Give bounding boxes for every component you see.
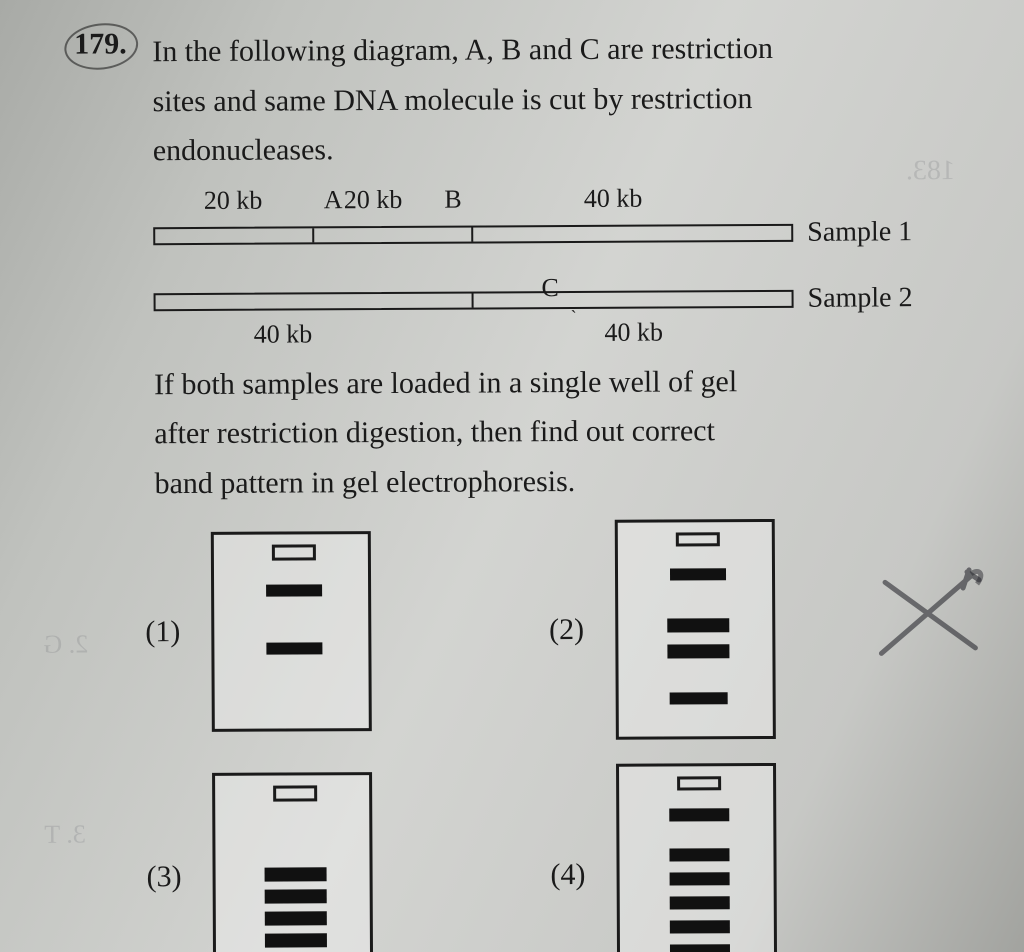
gel-band	[670, 944, 730, 952]
question-number: 179.	[74, 27, 152, 61]
sample2-bottom-labels: 40 kb 40 kb	[154, 315, 970, 353]
segment	[314, 227, 473, 242]
gel-well	[273, 785, 317, 801]
gel-well	[272, 544, 316, 560]
site-label-b: B	[433, 184, 473, 218]
option-4-label: (4)	[550, 858, 616, 892]
option-2-gel	[615, 519, 776, 740]
sample1-bar-row: Sample 1	[153, 215, 969, 251]
sample1-bar	[153, 223, 793, 244]
site-label-c: C	[541, 273, 559, 303]
gel-band	[265, 867, 327, 881]
gel-band	[667, 644, 729, 658]
gel-band	[670, 896, 730, 909]
option-1-label: (1)	[145, 615, 211, 649]
option-row-3-4: (3) (4)	[78, 762, 973, 952]
gel-band	[266, 642, 322, 654]
seg-label: 40 kb	[154, 318, 474, 354]
question-line-6: band pattern in gel electrophoresis.	[154, 464, 575, 499]
gel-band	[669, 872, 729, 885]
segment	[474, 291, 792, 307]
options: (1) (2) (3) (4)	[77, 518, 973, 952]
gel-band	[265, 889, 327, 903]
question-line-2: sites and same DNA molecule is cut by re…	[152, 82, 752, 118]
question-continuation: If both samples are loaded in a single w…	[154, 355, 971, 508]
gel-band	[669, 848, 729, 861]
sample2-bar	[154, 289, 794, 310]
gel-band	[670, 568, 726, 580]
gel-band	[667, 618, 729, 632]
question-line-1: In the following diagram, A, B and C are…	[152, 32, 773, 68]
option-3: (3)	[146, 771, 551, 952]
sample2-bar-row: Sample 2	[153, 281, 969, 317]
gel-band	[265, 911, 327, 925]
gel-band	[669, 808, 729, 821]
option-4: (4)	[550, 762, 973, 952]
seg-label: 20 kb	[313, 184, 433, 219]
segment	[473, 225, 791, 241]
gel-well	[676, 532, 720, 546]
option-3-gel	[212, 772, 373, 952]
dna-diagram: 20 kb A 20 kb B 40 kb Sample 1 C ˏ	[153, 181, 970, 353]
option-1-gel	[211, 531, 372, 732]
option-2-label: (2)	[549, 613, 615, 647]
option-3-label: (3)	[147, 860, 213, 894]
seg-label: 20 kb	[153, 185, 313, 220]
option-row-1-2: (1) (2)	[77, 518, 972, 743]
question-body: In the following diagram, A, B and C are…	[152, 23, 969, 176]
sample1-label: Sample 1	[807, 216, 912, 249]
sample2-label: Sample 2	[807, 282, 912, 315]
seg-label: 40 kb	[473, 183, 753, 218]
gel-well	[677, 776, 721, 790]
gel-band	[265, 933, 327, 947]
pen-cross-icon	[871, 558, 992, 669]
segment	[156, 293, 474, 309]
option-2: (2)	[549, 518, 972, 740]
sample1-top-labels: 20 kb A 20 kb B 40 kb	[153, 181, 969, 219]
question-line-3: endonucleases.	[153, 133, 334, 167]
site-c-tick: ˏ	[571, 292, 577, 313]
gel-band	[670, 920, 730, 933]
gel-band	[266, 584, 322, 596]
page: 183. 2. G 3. T 179. In the following dia…	[0, 0, 1024, 952]
question-row: 179. In the following diagram, A, B and …	[74, 23, 969, 176]
seg-label: 40 kb	[474, 316, 794, 352]
question-line-4: If both samples are loaded in a single w…	[154, 365, 737, 401]
option-1: (1)	[145, 530, 550, 732]
gel-band	[669, 692, 727, 704]
site-label-c-row: C ˏ	[153, 249, 969, 283]
question-line-5: after restriction digestion, then find o…	[154, 414, 715, 450]
option-4-gel	[616, 763, 777, 952]
segment	[155, 228, 314, 243]
